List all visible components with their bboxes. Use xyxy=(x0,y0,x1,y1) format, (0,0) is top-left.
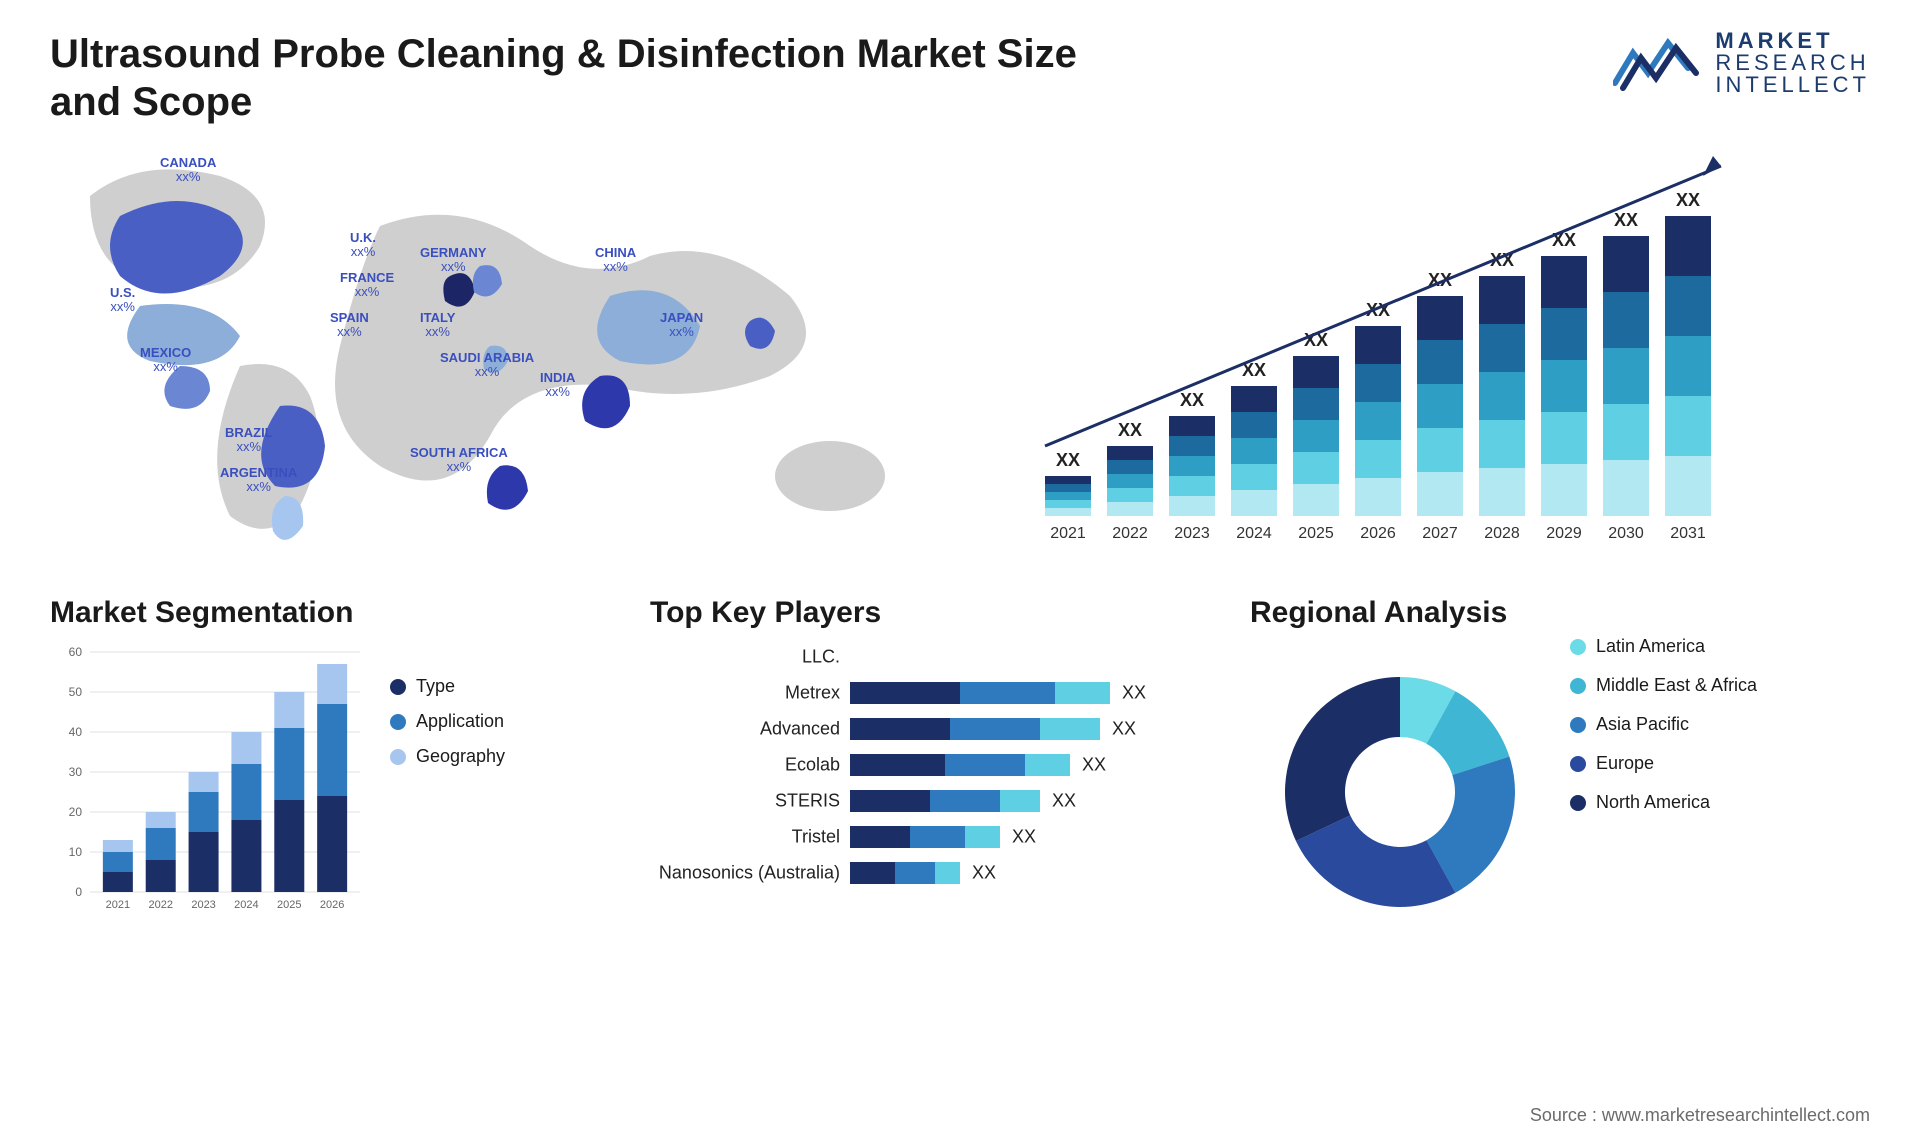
svg-text:50: 50 xyxy=(69,685,83,699)
svg-text:2023: 2023 xyxy=(191,899,215,911)
segmentation-panel: Market Segmentation 0 10 20 30 40 50 60 2021 202… xyxy=(50,596,610,936)
map-label: ARGENTINAxx% xyxy=(220,466,297,495)
logo-text-3: INTELLECT xyxy=(1715,74,1870,96)
page-title: Ultrasound Probe Cleaning & Disinfection… xyxy=(50,30,1150,126)
map-label: SAUDI ARABIAxx% xyxy=(440,351,534,380)
map-label: GERMANYxx% xyxy=(420,246,486,275)
svg-text:2031: 2031 xyxy=(1670,525,1706,542)
svg-text:2024: 2024 xyxy=(1236,525,1272,542)
svg-text:2025: 2025 xyxy=(277,899,301,911)
map-label: CHINAxx% xyxy=(595,246,636,275)
svg-text:2021: 2021 xyxy=(106,899,130,911)
legend-item: North America xyxy=(1570,792,1757,813)
svg-text:XX: XX xyxy=(1180,390,1204,410)
legend-item: Europe xyxy=(1570,753,1757,774)
map-label: JAPANxx% xyxy=(660,311,703,340)
logo-icon xyxy=(1613,33,1703,93)
legend-item: Application xyxy=(390,711,505,732)
growth-svg: 2021XX2022XX2023XX2024XX2025XX2026XX2027… xyxy=(980,136,1870,556)
map-label: FRANCExx% xyxy=(340,271,394,300)
svg-text:XX: XX xyxy=(972,863,996,883)
map-label: U.S.xx% xyxy=(110,286,135,315)
legend-item: Asia Pacific xyxy=(1570,714,1757,735)
regional-donut xyxy=(1250,642,1550,922)
segmentation-legend: Type Application Geography xyxy=(390,676,505,781)
svg-text:20: 20 xyxy=(69,805,83,819)
growth-bar-chart: 2021XX2022XX2023XX2024XX2025XX2026XX2027… xyxy=(980,136,1870,556)
legend-item: Geography xyxy=(390,746,505,767)
svg-text:XX: XX xyxy=(1052,791,1076,811)
svg-text:2029: 2029 xyxy=(1546,525,1582,542)
svg-text:XX: XX xyxy=(1082,755,1106,775)
svg-text:XX: XX xyxy=(1614,210,1638,230)
map-label: SOUTH AFRICAxx% xyxy=(410,446,508,475)
map-label: SPAINxx% xyxy=(330,311,369,340)
svg-text:2026: 2026 xyxy=(1360,525,1396,542)
svg-text:2027: 2027 xyxy=(1422,525,1458,542)
svg-text:2025: 2025 xyxy=(1298,525,1334,542)
map-label: CANADAxx% xyxy=(160,156,216,185)
brand-logo: MARKET RESEARCH INTELLECT xyxy=(1613,30,1870,96)
svg-text:LLC.: LLC. xyxy=(802,647,840,667)
map-label: BRAZILxx% xyxy=(225,426,273,455)
segmentation-title: Market Segmentation xyxy=(50,596,610,630)
world-map: CANADAxx% U.S.xx% MEXICOxx% BRAZILxx% ARGENT… xyxy=(50,136,950,556)
legend-item: Type xyxy=(390,676,505,697)
map-label: U.K.xx% xyxy=(350,231,376,260)
svg-text:XX: XX xyxy=(1118,420,1142,440)
map-label: INDIAxx% xyxy=(540,371,575,400)
svg-text:XX: XX xyxy=(1676,190,1700,210)
svg-text:Tristel: Tristel xyxy=(792,827,840,847)
regional-title: Regional Analysis xyxy=(1250,596,1550,630)
players-chart: LLC. Metrex XX Advanced XX Ecolab XX STERIS XX Tr… xyxy=(650,642,1210,922)
svg-text:2022: 2022 xyxy=(1112,525,1148,542)
svg-text:2023: 2023 xyxy=(1174,525,1210,542)
svg-text:XX: XX xyxy=(1012,827,1036,847)
svg-text:0: 0 xyxy=(75,885,82,899)
svg-text:30: 30 xyxy=(69,765,83,779)
legend-item: Latin America xyxy=(1570,636,1757,657)
svg-text:2021: 2021 xyxy=(1050,525,1086,542)
map-label: ITALYxx% xyxy=(420,311,455,340)
svg-text:Nanosonics (Australia): Nanosonics (Australia) xyxy=(659,863,840,883)
svg-text:XX: XX xyxy=(1056,450,1080,470)
map-label: MEXICOxx% xyxy=(140,346,191,375)
svg-text:2030: 2030 xyxy=(1608,525,1644,542)
players-panel: Top Key Players LLC. Metrex XX Advanced XX Ec… xyxy=(650,596,1210,936)
svg-text:STERIS: STERIS xyxy=(775,791,840,811)
svg-text:2026: 2026 xyxy=(320,899,344,911)
players-title: Top Key Players xyxy=(650,596,1210,630)
svg-text:XX: XX xyxy=(1112,719,1136,739)
svg-text:2022: 2022 xyxy=(148,899,172,911)
svg-text:40: 40 xyxy=(69,725,83,739)
segmentation-chart: 0 10 20 30 40 50 60 2021 2022 2023 2024 2025 2026 xyxy=(50,642,370,922)
svg-text:10: 10 xyxy=(69,845,83,859)
svg-text:XX: XX xyxy=(1122,683,1146,703)
svg-text:Ecolab: Ecolab xyxy=(785,755,840,775)
logo-text-2: RESEARCH xyxy=(1715,52,1870,74)
regional-legend: Latin America Middle East & Africa Asia Pa… xyxy=(1570,636,1757,936)
svg-text:Metrex: Metrex xyxy=(785,683,840,703)
svg-text:Advanced: Advanced xyxy=(760,719,840,739)
legend-item: Middle East & Africa xyxy=(1570,675,1757,696)
svg-text:2024: 2024 xyxy=(234,899,258,911)
source-text: Source : www.marketresearchintellect.com xyxy=(1530,1105,1870,1126)
svg-text:2028: 2028 xyxy=(1484,525,1520,542)
svg-text:60: 60 xyxy=(69,645,83,659)
regional-panel: Regional Analysis Latin America Middle Ea… xyxy=(1250,596,1870,936)
logo-text-1: MARKET xyxy=(1715,30,1870,52)
